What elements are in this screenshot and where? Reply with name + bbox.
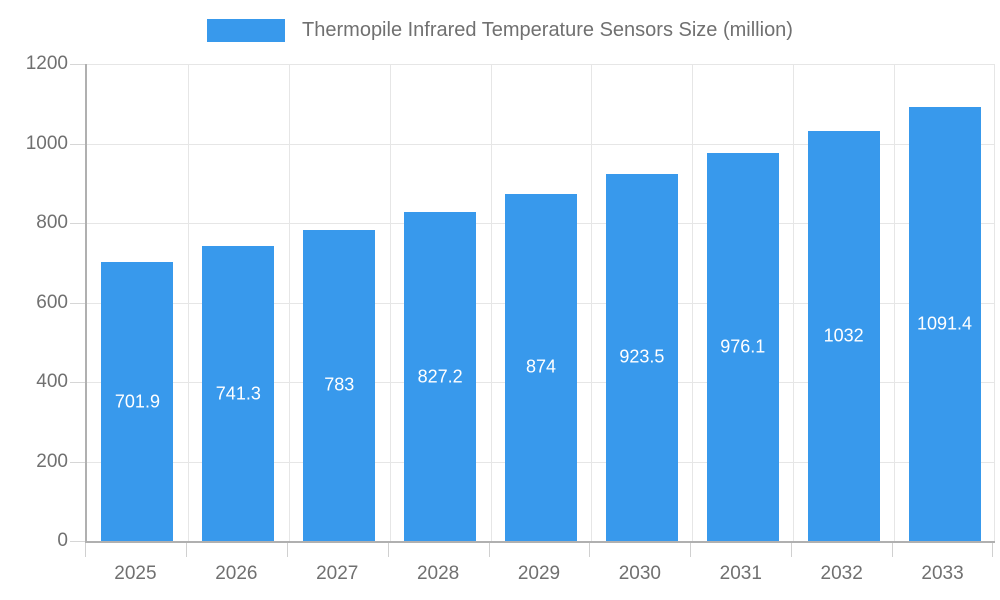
x-axis-tick	[387, 543, 389, 557]
bar-value-label: 923.5	[619, 346, 665, 367]
y-axis-label: 600	[36, 291, 68, 313]
legend-swatch	[207, 18, 286, 42]
x-axis-label: 2028	[416, 563, 460, 584]
bar-value-label: 874	[525, 356, 557, 377]
chart-legend[interactable]: Thermopile Infrared Temperature Sensors …	[0, 18, 1000, 42]
gridline-vertical	[793, 64, 795, 541]
bar-value-label: 827.2	[417, 366, 463, 387]
x-axis-tick	[488, 543, 490, 557]
bar-2029: 874	[505, 193, 577, 541]
x-axis-label: 2032	[820, 563, 863, 584]
x-axis-tick	[892, 543, 894, 557]
x-axis-tick	[589, 543, 591, 557]
bar-2033: 1091.4	[908, 107, 981, 541]
x-axis-tick	[992, 543, 993, 557]
bar-value-label: 1032	[823, 325, 864, 346]
bar-2026: 741.3	[202, 246, 275, 541]
x-axis-label: 2030	[618, 563, 662, 584]
bar-2028: 827.2	[404, 212, 477, 541]
y-axis-label: 800	[36, 212, 68, 233]
x-axis-tick	[85, 543, 86, 557]
y-axis-label: 1200	[25, 53, 68, 74]
bar-value-label: 741.3	[215, 383, 261, 404]
bar-2025: 701.9	[101, 262, 174, 541]
bar-2027: 783	[303, 229, 376, 541]
y-axis-label: 1000	[25, 132, 68, 154]
gridline-vertical	[389, 64, 391, 541]
y-axis-tick	[70, 223, 85, 224]
gridline-horizontal	[87, 64, 995, 65]
y-axis-label: 400	[36, 371, 68, 392]
plot-area: 701.9 741.3 783 827.2 874 923.5 976.1 1032 1091.…	[85, 64, 995, 543]
x-axis-label: 2025	[114, 563, 157, 584]
x-axis-tick	[286, 543, 288, 557]
x-axis-label: 2033	[921, 563, 964, 584]
x-axis-label: 2027	[316, 563, 359, 584]
x-axis-tick	[690, 543, 692, 557]
bar-2031: 976.1	[706, 153, 779, 541]
y-axis-label: 0	[57, 530, 68, 551]
y-axis-tick	[70, 461, 85, 463]
gridline-horizontal	[87, 143, 995, 145]
legend-label: Thermopile Infrared Temperature Sensors …	[302, 19, 793, 41]
x-axis-tick	[791, 543, 793, 557]
y-axis-tick	[70, 64, 85, 65]
y-axis-tick	[70, 541, 85, 542]
x-axis-label: 2031	[719, 563, 762, 584]
gridline-vertical	[288, 64, 290, 541]
bar-value-label: 701.9	[114, 391, 160, 411]
x-axis-label: 2029	[517, 563, 561, 584]
bar-value-label: 1091.4	[917, 313, 973, 334]
gridline-vertical	[692, 64, 694, 541]
bar-value-label: 976.1	[720, 336, 766, 357]
gridline-vertical	[187, 64, 189, 541]
gridline-vertical	[994, 64, 995, 541]
gridline-vertical	[894, 64, 896, 541]
y-axis-label: 200	[36, 450, 68, 472]
y-axis-tick	[70, 302, 85, 304]
bar-2030: 923.5	[605, 173, 678, 541]
y-axis-tick	[70, 382, 85, 383]
x-axis-tick	[185, 543, 187, 557]
gridline-vertical	[490, 64, 492, 541]
x-axis-label: 2026	[215, 563, 258, 584]
bar-value-label: 783	[324, 374, 355, 395]
gridline-vertical	[591, 64, 593, 541]
bar-2032: 1032	[807, 130, 880, 541]
y-axis-tick	[70, 143, 85, 145]
